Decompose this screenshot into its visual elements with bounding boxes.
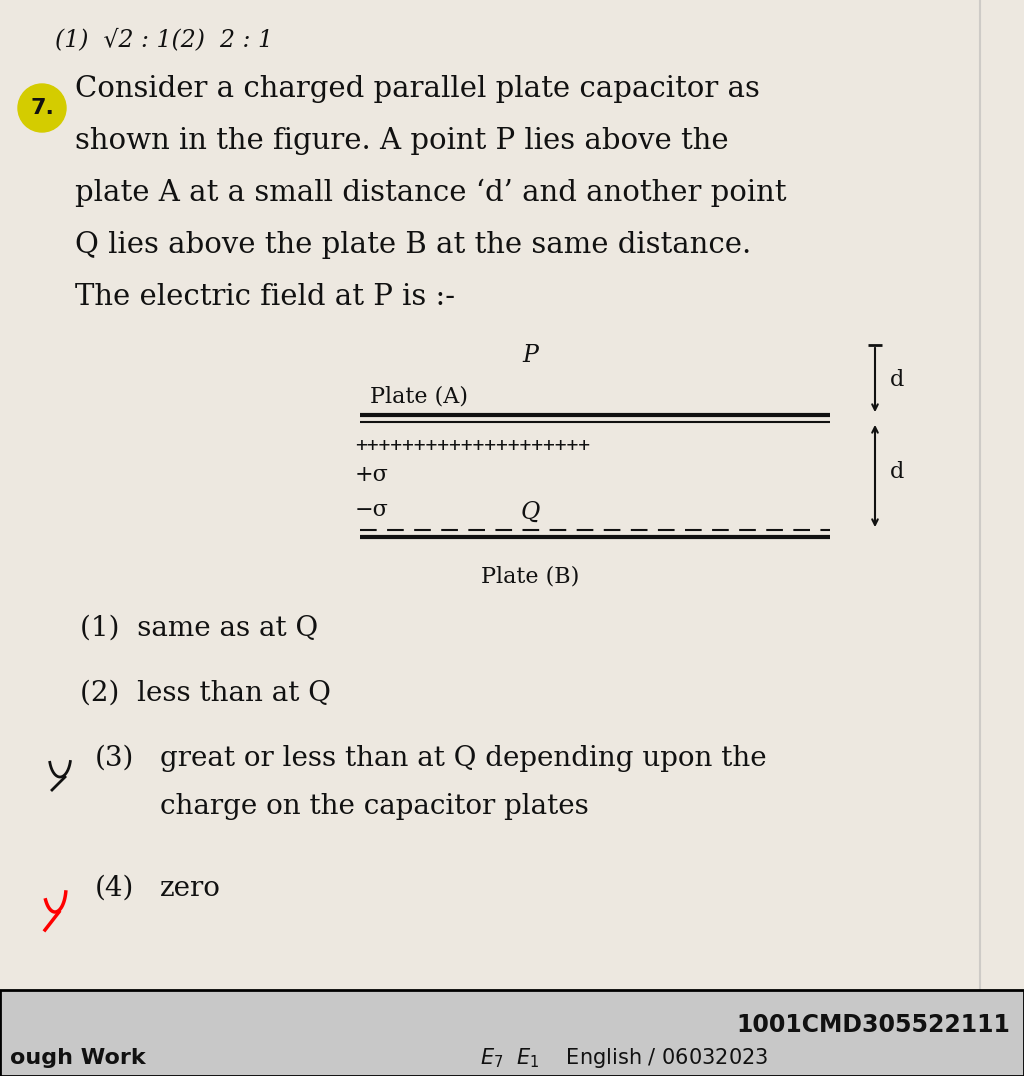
Text: ++++++++++++++++++++: ++++++++++++++++++++ xyxy=(355,436,590,454)
Bar xyxy=(0,990,1024,1076)
Text: Consider a charged parallel plate capacitor as: Consider a charged parallel plate capaci… xyxy=(75,75,760,103)
Text: (1)  √2 : 1(2)  2 : 1: (1) √2 : 1(2) 2 : 1 xyxy=(55,28,273,51)
Text: (4): (4) xyxy=(95,875,134,902)
Text: great or less than at Q depending upon the: great or less than at Q depending upon t… xyxy=(160,745,767,771)
Text: zero: zero xyxy=(160,875,221,902)
Text: Plate (A): Plate (A) xyxy=(370,386,468,408)
Text: (3): (3) xyxy=(95,745,134,771)
Text: 7.: 7. xyxy=(30,98,54,118)
Text: charge on the capacitor plates: charge on the capacitor plates xyxy=(160,793,589,820)
Text: P: P xyxy=(522,343,538,367)
Text: ough Work: ough Work xyxy=(10,1048,145,1068)
Text: −σ: −σ xyxy=(355,499,389,521)
Circle shape xyxy=(18,84,66,132)
Text: Q: Q xyxy=(520,501,540,524)
Text: Q lies above the plate B at the same distance.: Q lies above the plate B at the same dis… xyxy=(75,231,752,259)
Text: +σ: +σ xyxy=(355,464,389,486)
Text: plate A at a small distance ‘d’ and another point: plate A at a small distance ‘d’ and anot… xyxy=(75,179,786,208)
Text: The electric field at P is :-: The electric field at P is :- xyxy=(75,283,455,311)
Text: d: d xyxy=(890,462,904,483)
Text: (1)  same as at Q: (1) same as at Q xyxy=(80,615,318,642)
Text: $\mathit{E}_{7}$  $\mathit{E}_{1}$    English / 06032023: $\mathit{E}_{7}$ $\mathit{E}_{1}$ Englis… xyxy=(480,1046,768,1070)
Text: d: d xyxy=(890,369,904,391)
Text: (2)  less than at Q: (2) less than at Q xyxy=(80,680,331,707)
Text: shown in the figure. A point P lies above the: shown in the figure. A point P lies abov… xyxy=(75,127,729,155)
Text: 1001CMD305522111: 1001CMD305522111 xyxy=(736,1013,1010,1037)
Text: Plate (B): Plate (B) xyxy=(481,565,580,587)
